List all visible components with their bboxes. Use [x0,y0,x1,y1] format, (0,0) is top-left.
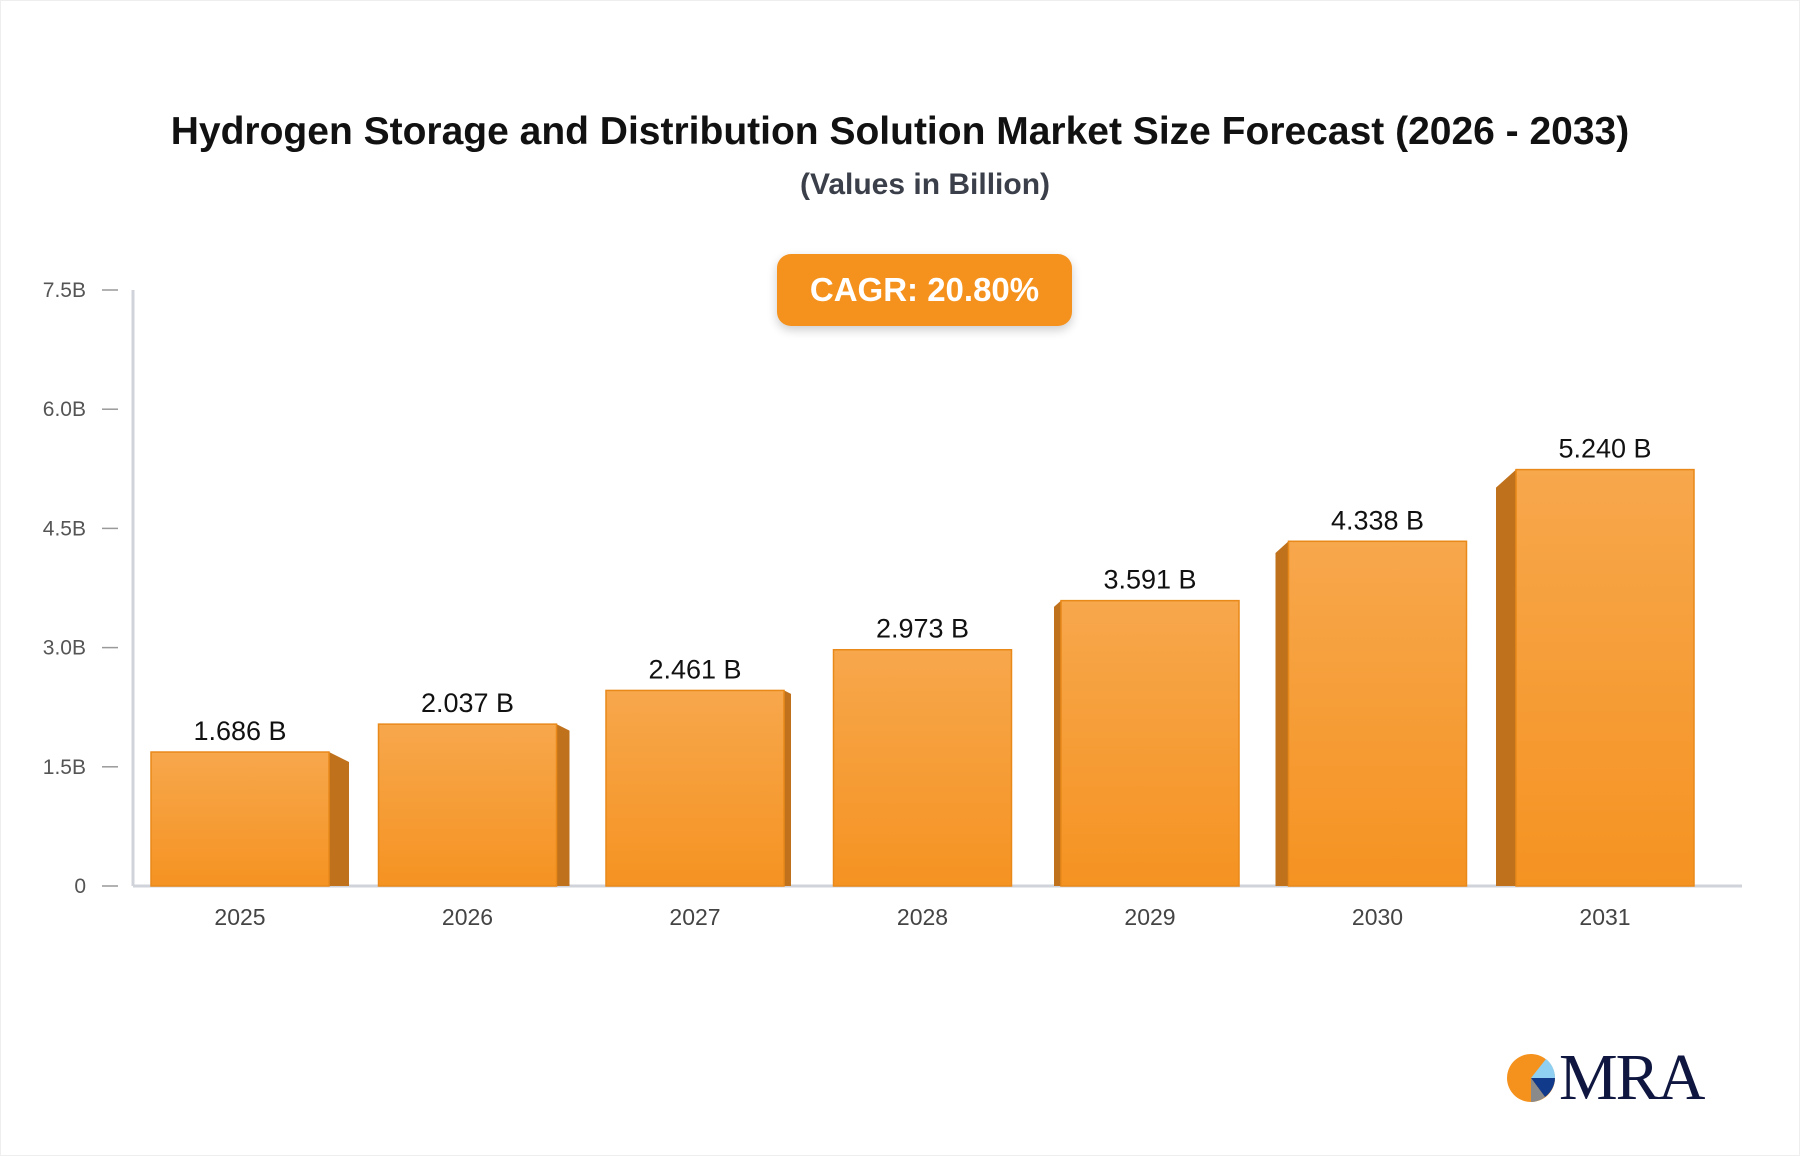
bar [150,751,330,887]
x-tick-label: 2027 [669,904,720,930]
x-tick-label: 2028 [897,904,948,930]
bar-side [784,690,791,886]
y-tick-label: 0 [74,875,86,898]
y-tick-label: 1.5B [43,756,86,779]
data-label: 3.591 B [1103,565,1196,595]
cagr-badge: CAGR: 20.80% [777,254,1072,326]
data-label: 2.037 B [421,688,514,718]
y-tick-label: 7.5B [43,279,86,302]
data-label: 1.686 B [193,716,286,746]
bar [1060,599,1240,887]
bar-side [1275,541,1289,886]
bar [605,689,785,887]
x-tick-label: 2030 [1352,904,1403,930]
bar [1287,540,1468,887]
chart-subtitle: (Values in Billion) [799,168,1051,201]
chart-title: Hydrogen Storage and Distribution Soluti… [170,110,1630,153]
bar [1515,468,1695,887]
x-tick-label: 2031 [1579,904,1630,930]
x-tick-label: 2025 [214,904,265,930]
y-tick-label: 4.5B [43,517,86,540]
data-label: 4.338 B [1331,505,1424,535]
pie-logo-icon [1507,1054,1556,1102]
x-tick-label: 2026 [442,904,493,930]
data-label: 5.240 B [1558,434,1651,464]
logo-text: MRA [1559,1041,1705,1114]
bar-side [329,752,349,886]
y-tick-label: 6.0B [43,398,86,421]
bar-side [556,724,570,886]
x-tick-label: 2029 [1124,904,1175,930]
mra-logo: MRA [1505,1040,1705,1116]
data-label: 2.461 B [648,654,741,684]
bar [377,723,558,887]
bar [832,648,1013,887]
data-label: 2.973 B [876,614,969,644]
y-tick-label: 3.0B [43,637,86,660]
bar-side [1054,600,1061,886]
bar-side [1496,469,1516,886]
